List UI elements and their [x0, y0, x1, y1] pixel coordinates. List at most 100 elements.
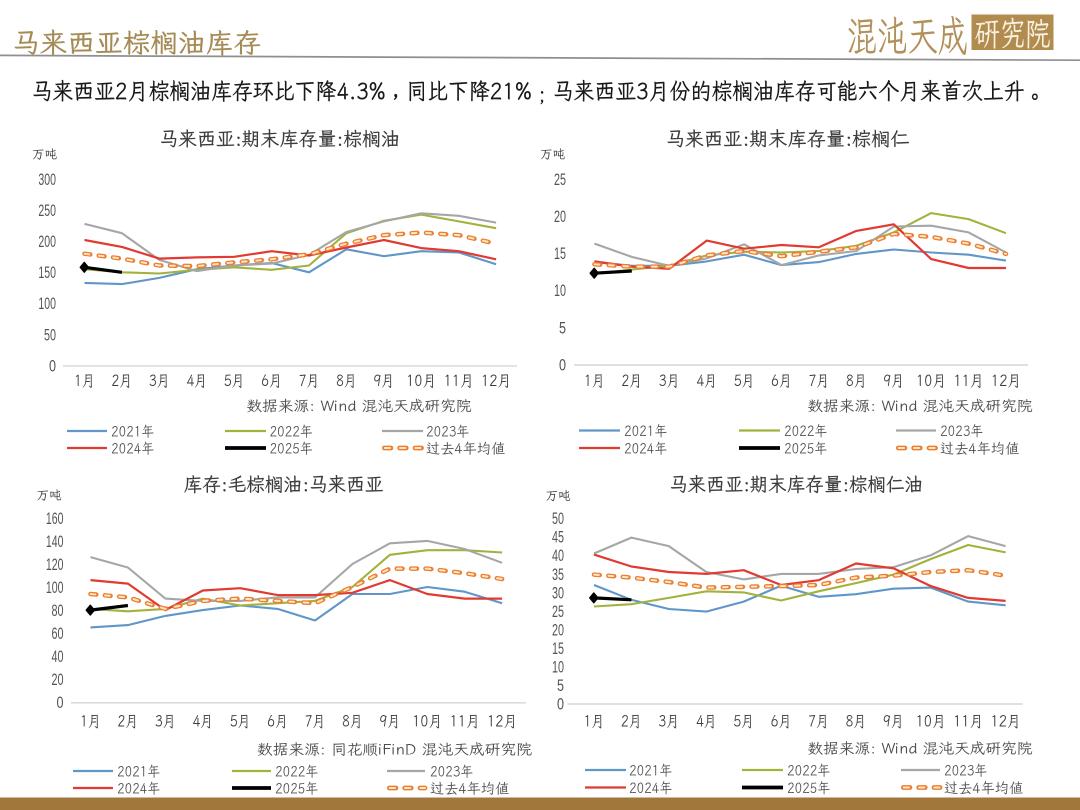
svg-text:12月: 12月	[990, 710, 1021, 732]
svg-text:2022年: 2022年	[787, 762, 830, 781]
svg-text:1月: 1月	[584, 369, 605, 391]
svg-text:50: 50	[44, 325, 56, 344]
svg-text:万吨: 万吨	[37, 487, 62, 504]
svg-text:5月: 5月	[224, 369, 245, 391]
svg-text:60: 60	[52, 624, 64, 643]
svg-text:8月: 8月	[342, 710, 363, 732]
svg-text:2025年: 2025年	[787, 779, 830, 798]
svg-text:160: 160	[46, 509, 64, 528]
svg-text:2025年: 2025年	[270, 440, 313, 459]
svg-text:300: 300	[38, 170, 56, 189]
svg-text:3月: 3月	[658, 710, 679, 732]
svg-text:过去4年均值: 过去4年均值	[426, 440, 505, 459]
svg-text:2023年: 2023年	[430, 763, 473, 782]
svg-text:45: 45	[552, 528, 564, 547]
svg-text:11月: 11月	[953, 710, 984, 732]
svg-text:万吨: 万吨	[32, 146, 57, 163]
svg-text:250: 250	[38, 201, 56, 220]
svg-text:35: 35	[552, 565, 564, 584]
svg-text:万吨: 万吨	[540, 146, 565, 163]
svg-text:2月: 2月	[621, 710, 642, 732]
svg-text:2021年: 2021年	[117, 763, 160, 782]
svg-text:2月: 2月	[111, 369, 132, 391]
svg-text:混沌天成: 混沌天成	[847, 7, 968, 63]
svg-text:5: 5	[559, 318, 566, 337]
svg-text:12月: 12月	[991, 369, 1022, 391]
svg-text:20: 20	[554, 207, 566, 226]
svg-text:40: 40	[552, 546, 564, 565]
svg-text:140: 140	[46, 532, 64, 551]
svg-text:10: 10	[554, 281, 566, 300]
svg-text:9月: 9月	[883, 369, 904, 391]
svg-text:数据来源: 同花顺iFinD 混沌天成研究院: 数据来源: 同花顺iFinD 混沌天成研究院	[257, 741, 532, 760]
svg-text:10月: 10月	[916, 369, 947, 391]
svg-text:4月: 4月	[696, 710, 717, 732]
svg-text:数据来源: Wind 混沌天成研究院: 数据来源: Wind 混沌天成研究院	[247, 397, 472, 416]
svg-text:马来西亚:期末库存量:棕榈油: 马来西亚:期末库存量:棕榈油	[159, 126, 400, 152]
svg-text:2021年: 2021年	[624, 422, 667, 441]
svg-text:20: 20	[552, 620, 564, 639]
svg-text:3月: 3月	[659, 369, 680, 391]
svg-text:2021年: 2021年	[629, 762, 672, 781]
svg-text:过去4年均值: 过去4年均值	[940, 440, 1019, 459]
svg-text:150: 150	[38, 263, 56, 282]
svg-text:3月: 3月	[155, 710, 176, 732]
svg-text:2022年: 2022年	[784, 422, 827, 441]
svg-text:100: 100	[38, 294, 56, 313]
svg-text:2022年: 2022年	[275, 763, 318, 782]
svg-text:研究院: 研究院	[975, 10, 1051, 55]
svg-text:0: 0	[559, 355, 566, 374]
svg-text:6月: 6月	[261, 369, 282, 391]
svg-text:2025年: 2025年	[275, 780, 318, 799]
svg-text:9月: 9月	[883, 710, 904, 732]
svg-text:11月: 11月	[449, 710, 480, 732]
svg-text:6月: 6月	[771, 710, 792, 732]
svg-text:马来西亚:期末库存量:棕榈仁油: 马来西亚:期末库存量:棕榈仁油	[669, 471, 923, 497]
svg-text:2021年: 2021年	[111, 423, 154, 442]
svg-text:马来西亚:期末库存量:棕榈仁: 马来西亚:期末库存量:棕榈仁	[666, 126, 910, 152]
svg-text:0: 0	[557, 694, 564, 713]
svg-text:30: 30	[552, 583, 564, 602]
svg-text:2023年: 2023年	[940, 422, 983, 441]
svg-text:7月: 7月	[808, 710, 829, 732]
svg-text:2月: 2月	[621, 369, 642, 391]
svg-text:万吨: 万吨	[546, 487, 571, 504]
svg-text:10月: 10月	[916, 710, 947, 732]
svg-text:马来西亚2月棕榈油库存环比下降4.3%，同比下降21%；马来: 马来西亚2月棕榈油库存环比下降4.3%，同比下降21%；马来西亚3月份的棕榈油库…	[32, 75, 1046, 112]
svg-text:50: 50	[552, 509, 564, 528]
svg-text:0: 0	[57, 693, 64, 712]
svg-text:5月: 5月	[733, 710, 754, 732]
svg-text:过去4年均值: 过去4年均值	[944, 779, 1023, 798]
svg-text:12月: 12月	[481, 369, 512, 391]
svg-text:2023年: 2023年	[426, 423, 469, 442]
svg-text:10月: 10月	[406, 369, 437, 391]
svg-text:4月: 4月	[696, 369, 717, 391]
svg-text:15: 15	[552, 639, 564, 658]
svg-text:2024年: 2024年	[111, 440, 154, 459]
svg-text:11月: 11月	[953, 369, 984, 391]
svg-text:8月: 8月	[845, 710, 866, 732]
svg-text:2024年: 2024年	[624, 440, 667, 459]
svg-text:2月: 2月	[117, 710, 138, 732]
svg-text:2022年: 2022年	[270, 423, 313, 442]
svg-text:1月: 1月	[584, 710, 605, 732]
svg-text:过去4年均值: 过去4年均值	[430, 780, 509, 799]
svg-text:10月: 10月	[412, 710, 443, 732]
svg-text:80: 80	[52, 601, 64, 620]
svg-text:5: 5	[557, 676, 564, 695]
svg-text:9月: 9月	[373, 369, 394, 391]
svg-text:4月: 4月	[186, 369, 207, 391]
svg-text:25: 25	[554, 170, 566, 189]
svg-text:数据来源: Wind 混沌天成研究院: 数据来源: Wind 混沌天成研究院	[808, 397, 1033, 416]
svg-text:40: 40	[52, 647, 64, 666]
svg-text:6月: 6月	[771, 369, 792, 391]
svg-text:10: 10	[552, 657, 564, 676]
svg-text:15: 15	[554, 244, 566, 263]
svg-text:2024年: 2024年	[117, 780, 160, 799]
svg-text:200: 200	[38, 232, 56, 251]
svg-text:7月: 7月	[305, 710, 326, 732]
svg-text:9月: 9月	[379, 710, 400, 732]
svg-text:12月: 12月	[487, 710, 518, 732]
svg-text:3月: 3月	[149, 369, 170, 391]
svg-text:6月: 6月	[267, 710, 288, 732]
